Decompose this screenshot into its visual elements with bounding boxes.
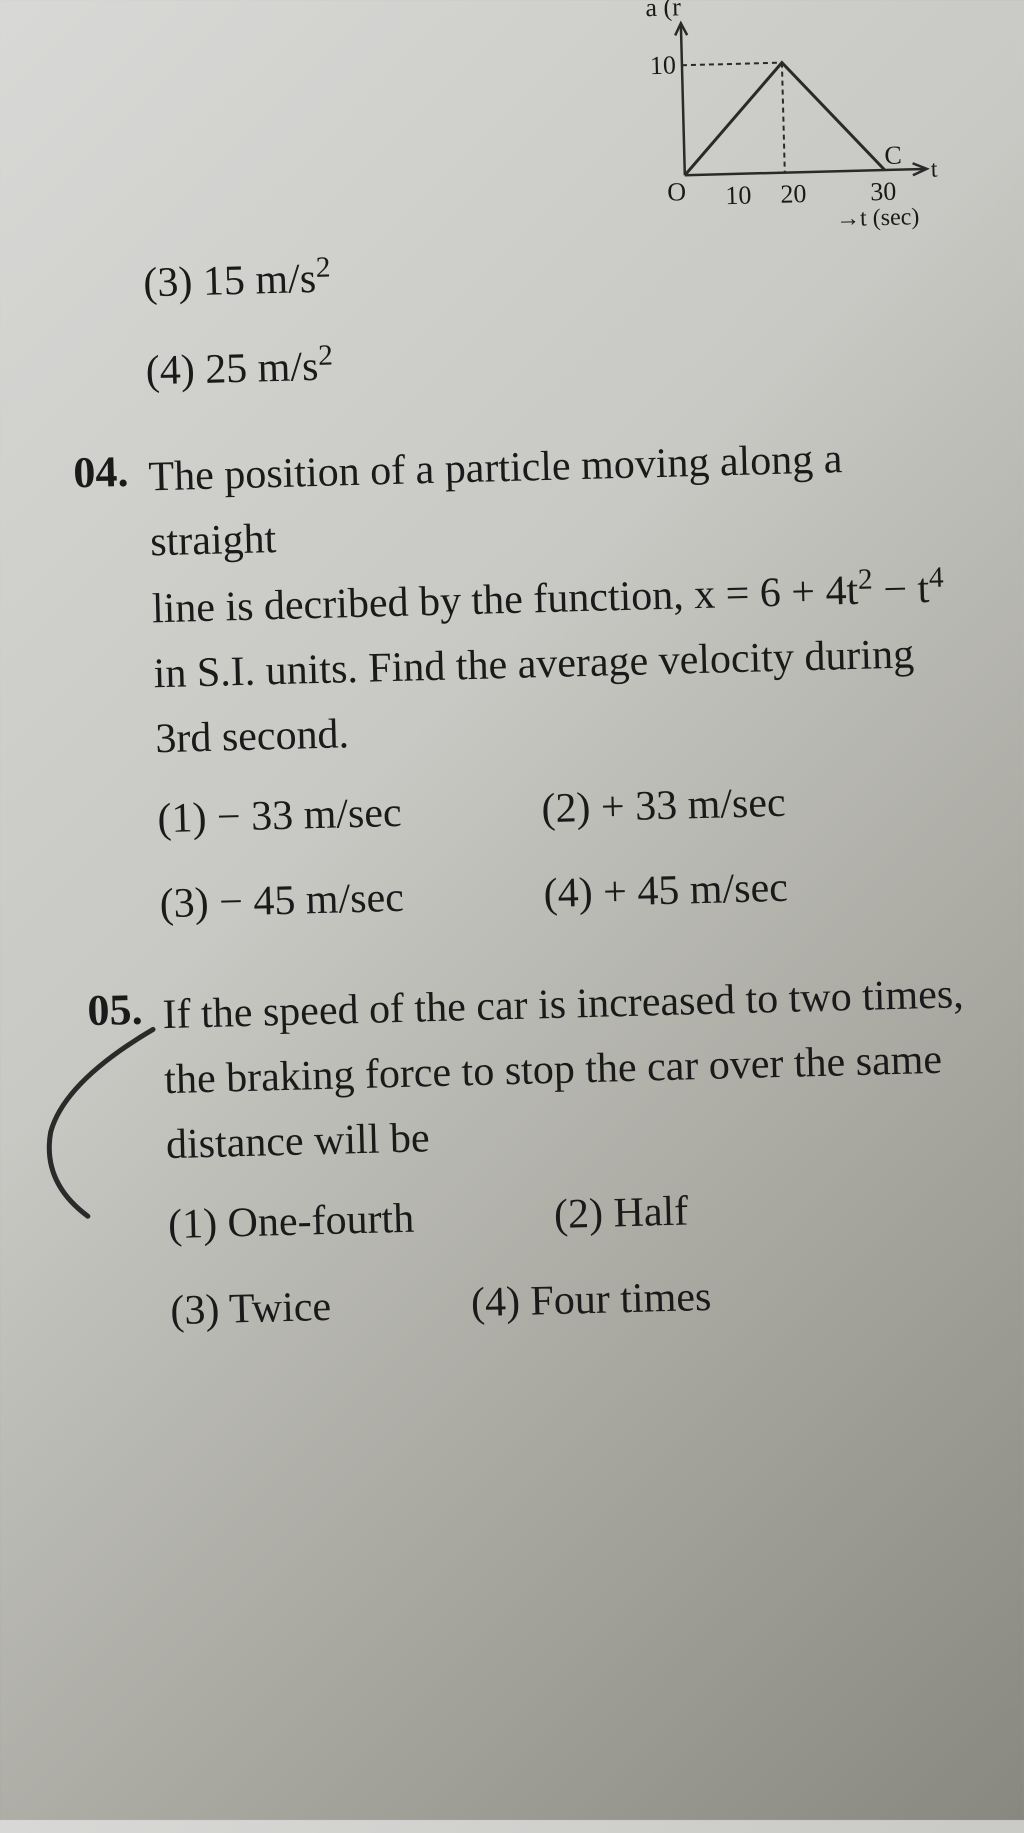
x-tick-30: 30 bbox=[870, 177, 897, 207]
q04-option-2: (2) + 33 m/sec bbox=[541, 766, 787, 848]
q05-option-3: (3) Twice bbox=[169, 1270, 332, 1350]
arrow-t-label: t bbox=[930, 157, 938, 183]
q05-option-1: (1) One-fourth bbox=[167, 1182, 415, 1264]
q04-text: The position of a particle moving along … bbox=[148, 425, 965, 944]
x-tick-20: 20 bbox=[780, 179, 807, 209]
q04-option-1: (1) − 33 m/sec bbox=[157, 776, 403, 858]
pencil-curve-mark bbox=[23, 1019, 168, 1223]
acceleration-time-graph: a (r 10 O 10 20 30 C t →t (sec) bbox=[620, 0, 946, 247]
point-c: C bbox=[884, 141, 902, 170]
q05-text: If the speed of the car is increased to … bbox=[162, 962, 975, 1349]
question-05: 05. If the speed of the car is increased… bbox=[122, 962, 975, 1350]
y-axis-label: a (r bbox=[645, 0, 681, 22]
question-04: 04. The position of a particle moving al… bbox=[108, 425, 965, 945]
q05-option-2: (2) Half bbox=[553, 1175, 689, 1254]
q03-option-4: (4) 25 m/s2 bbox=[145, 317, 951, 406]
q05-option-4: (4) Four times bbox=[470, 1260, 712, 1342]
q04-number: 04. bbox=[28, 446, 149, 500]
y-tick-10: 10 bbox=[650, 50, 677, 80]
x-tick-10: 10 bbox=[725, 180, 752, 210]
q04-option-4: (4) + 45 m/sec bbox=[543, 851, 789, 933]
q03-option-3: (3) 15 m/s2 bbox=[143, 228, 949, 317]
x-axis-label: →t (sec) bbox=[836, 204, 920, 232]
q04-option-3: (3) − 45 m/sec bbox=[159, 861, 405, 943]
origin-label: O bbox=[667, 177, 687, 206]
